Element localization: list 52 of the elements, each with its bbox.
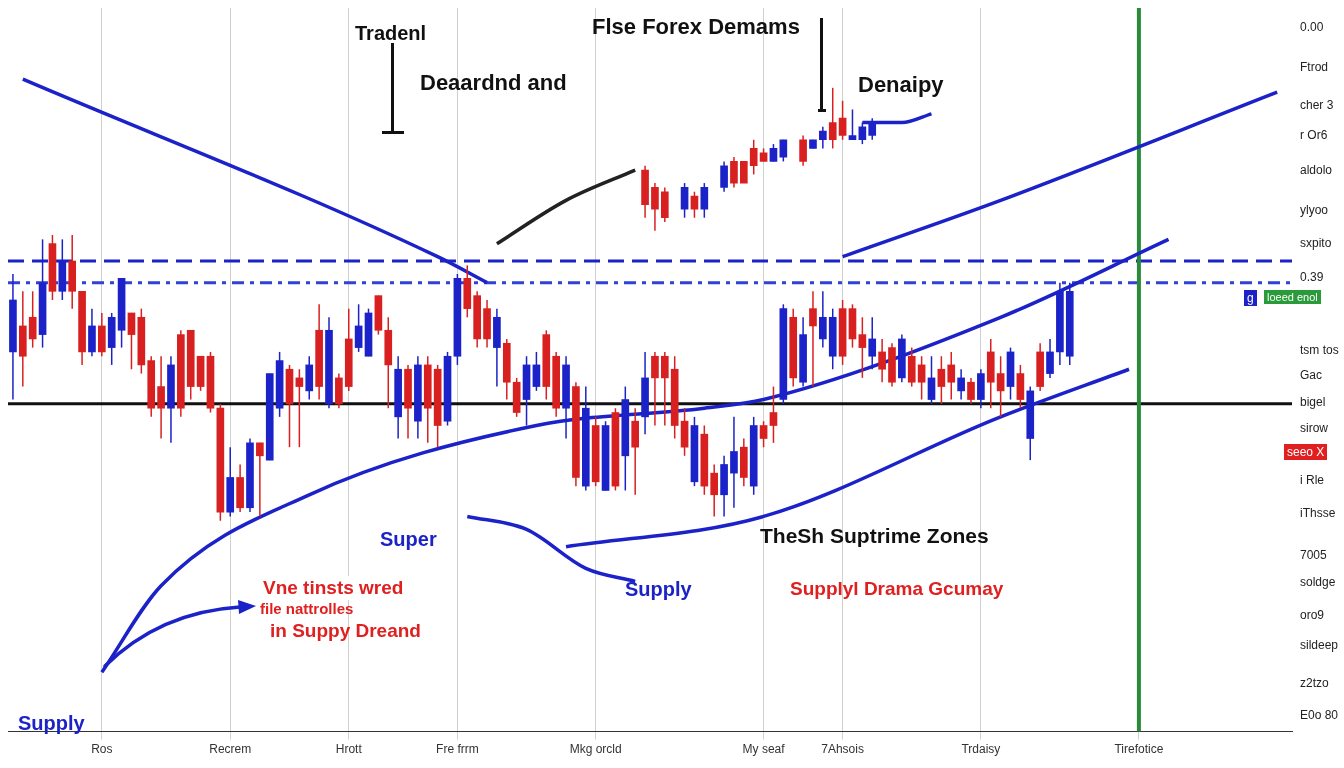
text: i Rle xyxy=(1300,473,1325,487)
candlestick xyxy=(730,416,738,508)
x-tick-label: My seaf xyxy=(742,742,786,757)
annotation: loeed enol xyxy=(1264,290,1321,304)
text: Supplyl Drama Gcumay xyxy=(790,578,1004,600)
text: in Suppy Dreand xyxy=(270,620,421,642)
text: Vne tinsts wred xyxy=(260,576,407,600)
text: Tradenl xyxy=(355,22,427,45)
x-tick-label: Tirefotice xyxy=(1114,742,1164,757)
text: iThsse xyxy=(1300,506,1336,520)
x-tick-label: Recrem xyxy=(209,742,252,757)
text: aldolo xyxy=(1300,163,1333,177)
chart-title: Flse Forex Demams xyxy=(592,14,800,40)
text: Super xyxy=(380,528,437,551)
annotation: Deaardnd and xyxy=(420,70,567,96)
text: TheSh Suptrime Zones xyxy=(760,524,989,548)
candlestick xyxy=(157,356,165,439)
annotation: seeo X xyxy=(1284,444,1328,460)
candlestick xyxy=(18,291,27,387)
text: bigel xyxy=(1300,395,1326,409)
text: Gac xyxy=(1300,368,1323,382)
text: cher 3 xyxy=(1300,98,1334,112)
x-tick-label: Ros xyxy=(91,742,113,757)
text: 0.00 xyxy=(1300,20,1324,34)
x-tick-label: Trdaisy xyxy=(961,742,1001,757)
annotation: Denaipy xyxy=(858,72,944,98)
text: tsm tos xyxy=(1300,343,1339,357)
candlestick xyxy=(256,442,264,517)
text: sirow xyxy=(1300,421,1329,435)
text: file nattrolles xyxy=(260,600,354,617)
text: ylyoo xyxy=(1300,203,1329,217)
x-tick-label: Mkg orcld xyxy=(569,742,622,757)
text: 7005 xyxy=(1300,548,1327,562)
text: sxpito xyxy=(1300,236,1332,250)
text: 0.39 xyxy=(1300,270,1324,284)
text: oro9 xyxy=(1300,608,1325,622)
candlestick xyxy=(660,351,669,426)
text: soldge xyxy=(1300,575,1336,589)
x-tick-label: Fre frrm xyxy=(436,742,479,757)
text: sildeep xyxy=(1300,638,1339,652)
candlestick xyxy=(631,408,640,495)
text: Supply xyxy=(18,712,85,735)
candlestick xyxy=(651,351,659,426)
text: r Or6 xyxy=(1300,128,1328,142)
annotation: g xyxy=(1244,290,1257,306)
x-tick-label: 7Ahsois xyxy=(821,742,864,757)
text: E0o 80 xyxy=(1300,708,1339,722)
text: z2tzo xyxy=(1300,676,1329,690)
text: Supply xyxy=(625,578,692,601)
x-tick-label: Hrott xyxy=(335,742,363,757)
text: Ftrod xyxy=(1300,60,1329,74)
candlestick xyxy=(809,291,817,387)
